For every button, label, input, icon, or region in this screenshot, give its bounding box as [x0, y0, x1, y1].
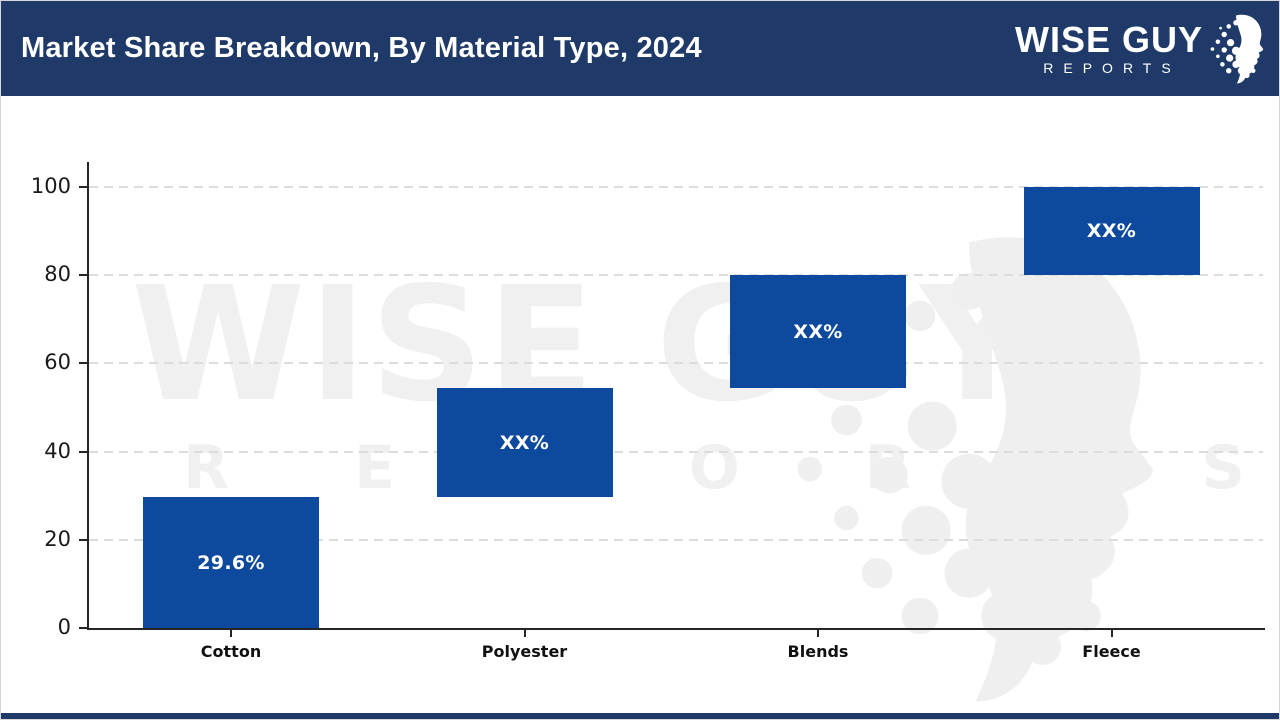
x-tick-cotton	[230, 630, 232, 637]
bar-value-label-blends: XX%	[793, 320, 843, 343]
wise-guy-reports-logo: WISE GUY REPORTS	[1015, 10, 1265, 88]
logo-wordmark: WISE GUY	[1014, 19, 1203, 60]
header-band: Market Share Breakdown, By Material Type…	[1, 1, 1279, 96]
gridline-100	[89, 186, 1263, 188]
x-tick-label-polyester: Polyester	[481, 642, 568, 661]
y-tick-label-0: 0	[57, 615, 71, 639]
y-tick-label-60: 60	[44, 350, 71, 375]
logo-text: WISE GUY REPORTS	[1014, 19, 1203, 76]
y-tick-60	[79, 362, 87, 365]
y-axis-line	[87, 162, 89, 630]
y-tick-label-20: 20	[44, 526, 71, 551]
y-tick-label-40: 40	[44, 438, 71, 463]
logo-face-icon	[1210, 14, 1264, 83]
bar-value-label-fleece: XX%	[1086, 220, 1137, 243]
footer-band	[1, 713, 1279, 719]
x-tick-label-blends: Blends	[787, 642, 849, 661]
y-tick-label-80: 80	[44, 262, 71, 287]
x-tick-label-fleece: Fleece	[1082, 642, 1141, 661]
bar-value-label-polyester: XX%	[499, 431, 550, 454]
y-tick-80	[79, 274, 87, 277]
x-axis-line	[87, 628, 1265, 630]
y-tick-20	[79, 538, 87, 541]
gridline-40	[89, 450, 1263, 453]
bar-cotton: 29.6%	[143, 497, 319, 628]
bar-blends: XX%	[730, 275, 906, 389]
bar-chart-plot-area: WISE GUY R E P O R T S 0 20 40 60 80 100 29.6%…	[1, 96, 1279, 715]
bar-fleece: XX%	[1023, 187, 1200, 276]
chart-title: Market Share Breakdown, By Material Type…	[21, 32, 702, 64]
x-tick-blends	[817, 630, 819, 637]
gridline-20	[89, 538, 1263, 541]
x-tick-label-cotton: Cotton	[200, 642, 262, 661]
y-tick-0	[79, 627, 87, 629]
x-tick-polyester	[523, 630, 526, 637]
x-tick-fleece	[1110, 630, 1113, 637]
gridline-60	[89, 362, 1263, 365]
y-tick-100	[79, 186, 87, 188]
gridline-80	[89, 274, 1263, 277]
logo-subtitle: REPORTS	[1043, 60, 1181, 76]
bar-polyester: XX%	[436, 388, 613, 498]
bar-value-label-cotton: 29.6%	[197, 551, 265, 574]
y-tick-40	[79, 450, 87, 453]
y-tick-label-100: 100	[30, 174, 71, 198]
